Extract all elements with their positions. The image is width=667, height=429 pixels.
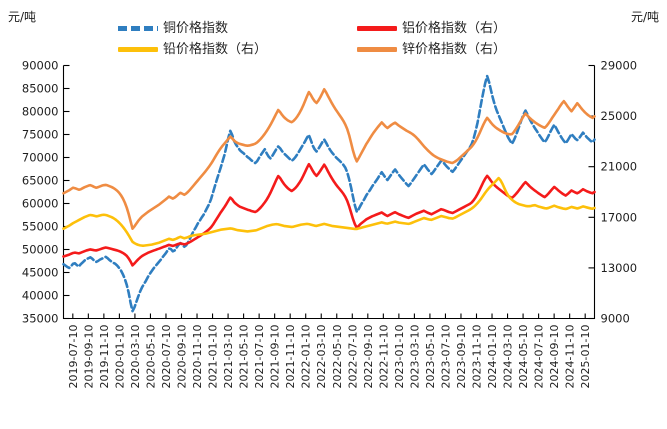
x-axis-tick-label: 2024-01-10 [486, 325, 499, 389]
x-axis-tick-label: 2024-11-10 [564, 325, 577, 389]
x-axis-tick-label: 2020-07-10 [160, 325, 173, 389]
x-axis-tick-label: 2021-05-10 [238, 325, 251, 389]
right-axis-tick-label: 13000 [601, 261, 638, 275]
x-axis-tick-label: 2019-07-10 [67, 325, 80, 389]
left-axis-tick-label: 65000 [22, 174, 59, 188]
legend-item-lead[interactable]: 铅价格指数（右） [118, 39, 339, 60]
x-axis-tick-label: 2023-05-10 [424, 325, 437, 389]
x-axis-tick-label: 2022-07-10 [346, 325, 359, 389]
x-axis-tick-label: 2021-07-10 [253, 325, 266, 389]
x-axis-tick-label: 2021-11-10 [284, 325, 297, 389]
legend-swatch-aluminum [357, 26, 397, 31]
series-line-aluminum [62, 162, 596, 267]
x-axis-tick-label: 2023-07-10 [439, 325, 452, 389]
axis-frame [62, 65, 596, 320]
right-axis-tick-label: 25000 [601, 109, 638, 123]
legend-item-copper[interactable]: 铜价格指数 [118, 18, 339, 39]
left-axis-tick-label: 50000 [22, 243, 59, 257]
x-axis-tick-label: 2024-07-10 [533, 325, 546, 389]
right-axis-tick-label: 9000 [601, 312, 630, 326]
left-axis-tick-label: 40000 [22, 289, 59, 303]
x-axis-tick-label: 2024-09-10 [548, 325, 561, 389]
left-axis-unit-label: 元/吨 [8, 10, 37, 24]
left-axis-tick-label: 75000 [22, 128, 59, 142]
x-axis-tick-label: 2020-09-10 [176, 325, 189, 389]
left-axis-tick-label: 80000 [22, 105, 59, 119]
left-axis-tick-label: 35000 [22, 312, 59, 326]
x-axis-tick-label: 2022-09-10 [362, 325, 375, 389]
legend-swatch-copper [118, 26, 158, 31]
left-axis-tick-label: 90000 [22, 59, 59, 73]
legend-swatch-zinc [357, 47, 397, 52]
x-axis-tick-label: 2023-03-10 [408, 325, 421, 389]
series-line-lead [62, 176, 596, 247]
x-axis-tick-label: 2020-03-10 [129, 325, 142, 389]
left-axis-tick-label: 55000 [22, 220, 59, 234]
legend-label-copper: 铜价格指数 [163, 21, 229, 36]
right-axis-tick-label: 17000 [601, 210, 638, 224]
x-axis-tick-label: 2024-03-10 [502, 325, 515, 389]
x-axis-tick-label: 2019-09-10 [82, 325, 95, 389]
right-axis-tick-label: 29000 [601, 59, 638, 73]
right-axis-tick-label: 21000 [601, 160, 638, 174]
x-axis-tick-label: 2020-01-10 [113, 325, 126, 389]
left-axis-tick-label: 85000 [22, 82, 59, 96]
left-axis-tick-label: 60000 [22, 197, 59, 211]
x-axis-tick-label: 2020-11-10 [191, 325, 204, 389]
x-axis-tick-label: 2023-11-10 [471, 325, 484, 389]
x-axis-tick-label: 2022-11-10 [377, 325, 390, 389]
series-line-zinc [62, 87, 596, 230]
legend-label-zinc: 锌价格指数（右） [402, 42, 507, 57]
x-axis-tick-label: 2023-01-10 [393, 325, 406, 389]
x-axis-tick-label: 2021-09-10 [269, 325, 282, 389]
chart-legend: 铜价格指数 铝价格指数（右） 铅价格指数（右） 锌价格指数（右） [118, 18, 578, 60]
x-axis-tick-label: 2019-11-10 [98, 325, 111, 389]
x-axis-tick-label: 2025-01-10 [579, 325, 592, 389]
x-axis-tick-label: 2020-05-10 [144, 325, 157, 389]
x-axis-tick-label: 2021-03-10 [222, 325, 235, 389]
left-axis-tick-label: 45000 [22, 266, 59, 280]
legend-label-lead: 铅价格指数（右） [163, 42, 268, 57]
left-axis-tick-label: 70000 [22, 151, 59, 165]
x-axis-tick-label: 2022-01-10 [300, 325, 313, 389]
x-axis-tick-label: 2021-01-10 [207, 325, 220, 389]
legend-label-aluminum: 铝价格指数（右） [402, 21, 507, 36]
x-axis-tick-label: 2024-05-10 [517, 325, 530, 389]
x-axis-tick-label: 2022-05-10 [331, 325, 344, 389]
x-axis-tick-label: 2023-09-10 [455, 325, 468, 389]
legend-swatch-lead [118, 47, 158, 52]
legend-item-aluminum[interactable]: 铝价格指数（右） [357, 18, 578, 39]
legend-item-zinc[interactable]: 锌价格指数（右） [357, 39, 578, 60]
right-axis-unit-label: 元/吨 [630, 10, 659, 24]
x-axis-tick-label: 2022-03-10 [315, 325, 328, 389]
